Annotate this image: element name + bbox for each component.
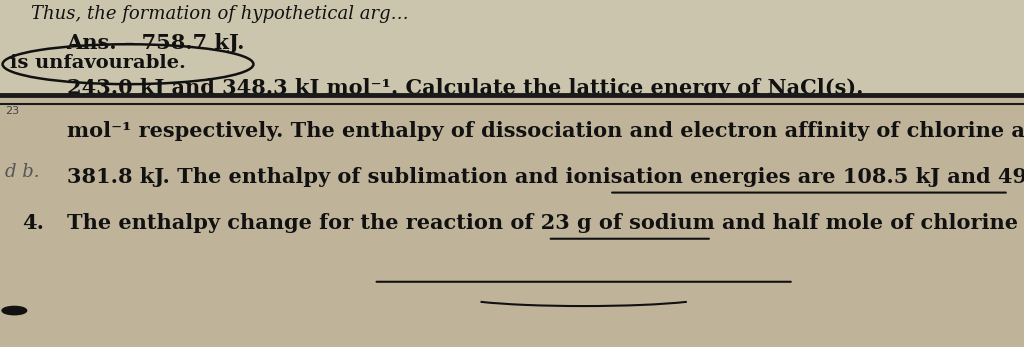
Text: 23: 23 bbox=[5, 106, 19, 116]
Text: d b.: d b. bbox=[5, 163, 40, 181]
Text: mol⁻¹ respectively. The enthalpy of dissociation and electron affinity of chlori: mol⁻¹ respectively. The enthalpy of diss… bbox=[67, 121, 1024, 142]
Text: Thus, the formation of hypothetical arg…: Thus, the formation of hypothetical arg… bbox=[31, 5, 409, 23]
Text: The enthalpy change for the reaction of 23 g of sodium and half mole of chlorine: The enthalpy change for the reaction of … bbox=[67, 213, 1024, 234]
Circle shape bbox=[2, 306, 27, 315]
Text: 243.0 kJ and 348.3 kJ mol⁻¹. Calculate the lattice energy of NaCl(s).: 243.0 kJ and 348.3 kJ mol⁻¹. Calculate t… bbox=[67, 78, 863, 98]
Text: is unfavourable.: is unfavourable. bbox=[10, 54, 186, 72]
Bar bbox=[0, 0, 1024, 97]
Text: Ans. – 758.7 kJ.: Ans. – 758.7 kJ. bbox=[67, 33, 245, 53]
Text: 4.: 4. bbox=[23, 213, 44, 234]
Text: 381.8 kJ. The enthalpy of sublimation and ionisation energies are 108.5 kJ and 4: 381.8 kJ. The enthalpy of sublimation an… bbox=[67, 167, 1024, 187]
